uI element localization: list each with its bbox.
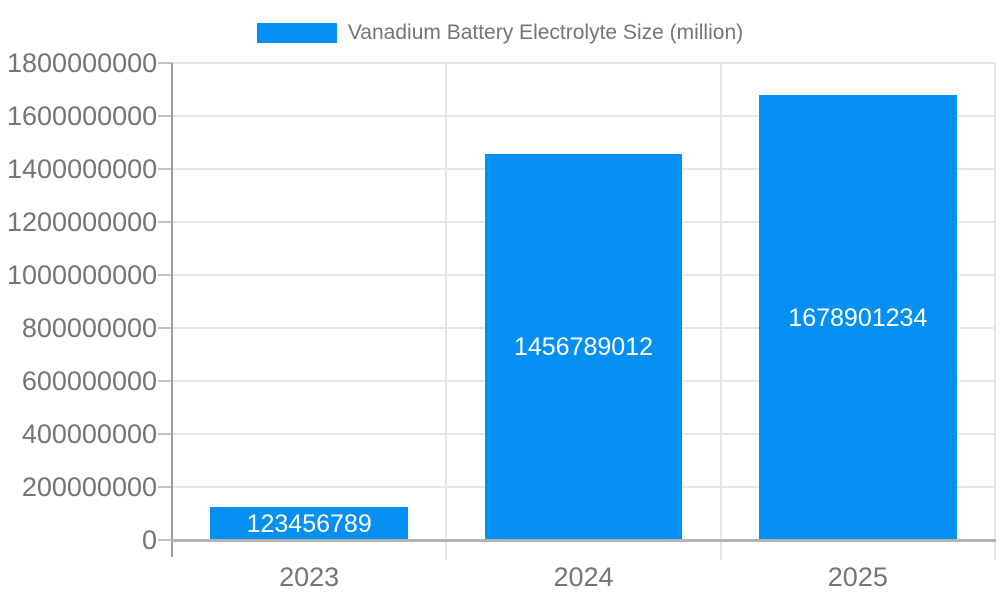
y-axis-tick [158, 327, 172, 329]
y-axis-tick [158, 221, 172, 223]
y-axis-tick [158, 433, 172, 435]
x-tick-label: 2024 [553, 562, 614, 592]
y-tick-label: 1800000000 [7, 48, 158, 78]
y-tick-label: 800000000 [21, 313, 157, 343]
bar [759, 95, 957, 540]
y-tick-label: 1000000000 [7, 260, 158, 290]
bar [210, 507, 408, 540]
chart-legend: Vanadium Battery Electrolyte Size (milli… [0, 21, 1000, 45]
bar-value-label: 1678901234 [788, 303, 928, 332]
y-tick-label: 200000000 [21, 472, 157, 502]
y-axis-tick [158, 62, 172, 64]
category-separator [445, 63, 448, 560]
y-tick-label: 1200000000 [7, 207, 158, 237]
x-tick-label: 2025 [827, 562, 888, 592]
legend-label: Vanadium Battery Electrolyte Size (milli… [347, 21, 744, 44]
y-axis-tick [158, 380, 172, 382]
y-tick-label: 400000000 [21, 419, 157, 449]
y-gridline [172, 115, 995, 117]
x-tick-label: 2023 [279, 562, 340, 592]
y-tick-label: 1400000000 [7, 154, 158, 184]
y-axis-tick [158, 274, 172, 276]
y-axis-line [171, 63, 173, 557]
y-gridline [172, 62, 995, 64]
x-axis-line [171, 539, 996, 542]
y-tick-label: 1600000000 [7, 101, 158, 131]
bar-value-label: 123456789 [246, 509, 372, 538]
category-separator [719, 63, 722, 560]
y-axis-tick [158, 486, 172, 488]
y-axis-tick [158, 168, 172, 170]
y-tick-label: 0 [141, 525, 157, 555]
bar-value-label: 1456789012 [513, 332, 654, 361]
y-tick-label: 600000000 [21, 366, 157, 396]
y-axis-tick [158, 115, 172, 117]
y-axis-tick [158, 539, 172, 541]
bar [484, 153, 683, 540]
legend-swatch [256, 23, 337, 43]
category-separator [994, 63, 996, 560]
